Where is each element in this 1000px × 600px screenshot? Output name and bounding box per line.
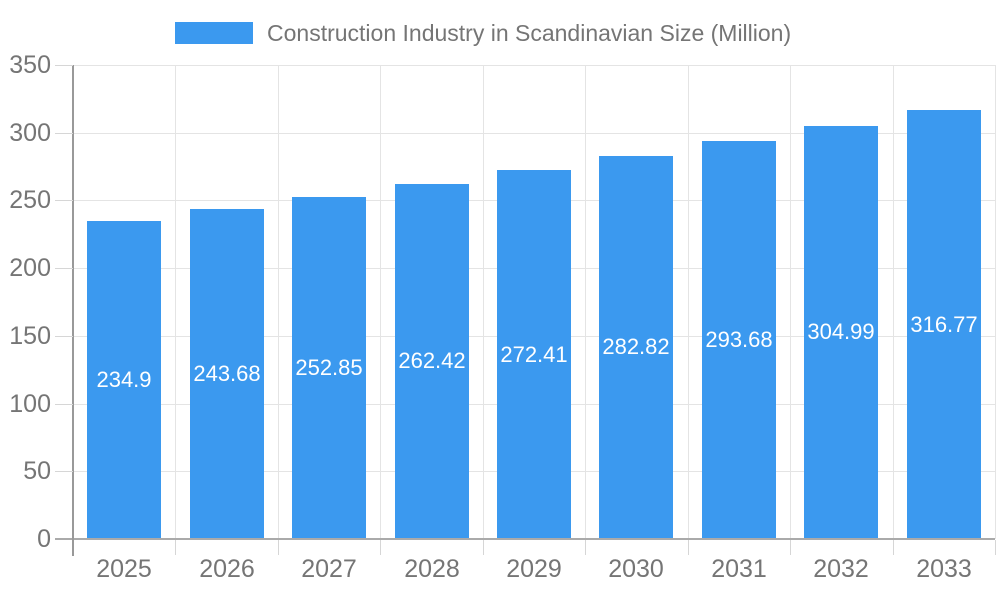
x-axis-tick — [175, 540, 176, 555]
bar-value-label: 293.68 — [705, 327, 773, 352]
y-axis-tick — [55, 268, 73, 269]
gridline-vertical — [688, 65, 689, 539]
gridline-horizontal — [73, 133, 995, 134]
y-axis-tick — [55, 404, 73, 405]
gridline-vertical — [175, 65, 176, 539]
x-axis-label: 2030 — [608, 555, 664, 583]
legend: Construction Industry in Scandinavian Si… — [175, 20, 791, 46]
x-axis-tick — [380, 540, 381, 555]
x-axis-tick — [893, 540, 894, 555]
bar[interactable] — [497, 170, 571, 539]
bar-value-label: 304.99 — [807, 319, 875, 344]
x-axis-tick — [278, 540, 279, 555]
x-axis-label: 2032 — [813, 555, 869, 583]
gridline-vertical — [278, 65, 279, 539]
gridline-horizontal — [73, 65, 995, 66]
x-axis-tick — [995, 540, 996, 555]
y-axis-label: 250 — [9, 186, 51, 214]
x-axis-label: 2026 — [199, 555, 255, 583]
y-axis-label: 300 — [9, 119, 51, 147]
x-axis-tick — [790, 540, 791, 555]
gridline-vertical — [893, 65, 894, 539]
x-axis-tick — [585, 540, 586, 555]
bar-value-label: 252.85 — [295, 355, 363, 380]
bar[interactable] — [599, 156, 673, 539]
x-axis-label: 2028 — [404, 555, 460, 583]
bar[interactable] — [907, 110, 981, 539]
x-axis-label: 2027 — [301, 555, 357, 583]
bar-value-label: 272.41 — [500, 342, 568, 367]
bar-value-label: 262.42 — [398, 348, 466, 373]
bar[interactable] — [702, 141, 776, 539]
y-axis-tick — [55, 471, 73, 472]
x-axis-tick — [688, 540, 689, 555]
bar[interactable] — [292, 197, 366, 539]
y-axis-label: 100 — [9, 390, 51, 418]
y-axis-line — [72, 65, 74, 556]
y-axis-label: 50 — [23, 457, 51, 485]
bar-value-label: 243.68 — [193, 361, 261, 386]
y-axis-label: 150 — [9, 322, 51, 350]
x-axis-label: 2025 — [96, 555, 152, 583]
y-axis-label: 0 — [37, 525, 51, 553]
bar[interactable] — [395, 184, 469, 539]
gridline-vertical — [380, 65, 381, 539]
y-axis-tick — [55, 200, 73, 201]
legend-swatch — [175, 22, 253, 44]
y-axis-label: 200 — [9, 254, 51, 282]
x-axis-tick — [483, 540, 484, 555]
bar[interactable] — [87, 221, 161, 539]
bar-value-label: 316.77 — [910, 312, 978, 337]
bar[interactable] — [804, 126, 878, 539]
legend-title: Construction Industry in Scandinavian Si… — [267, 19, 792, 46]
gridline-vertical — [995, 65, 996, 539]
y-axis-tick — [55, 65, 73, 66]
x-axis-label: 2033 — [916, 555, 972, 583]
x-axis-label: 2029 — [506, 555, 562, 583]
bar-value-label: 234.9 — [96, 367, 152, 392]
gridline-vertical — [585, 65, 586, 539]
gridline-vertical — [790, 65, 791, 539]
x-axis-label: 2031 — [711, 555, 767, 583]
x-axis-line — [55, 538, 995, 540]
y-axis-tick — [55, 133, 73, 134]
bar[interactable] — [190, 209, 264, 539]
y-axis-tick — [55, 336, 73, 337]
bar-value-label: 282.82 — [602, 334, 670, 359]
gridline-vertical — [483, 65, 484, 539]
y-axis-label: 350 — [9, 51, 51, 79]
